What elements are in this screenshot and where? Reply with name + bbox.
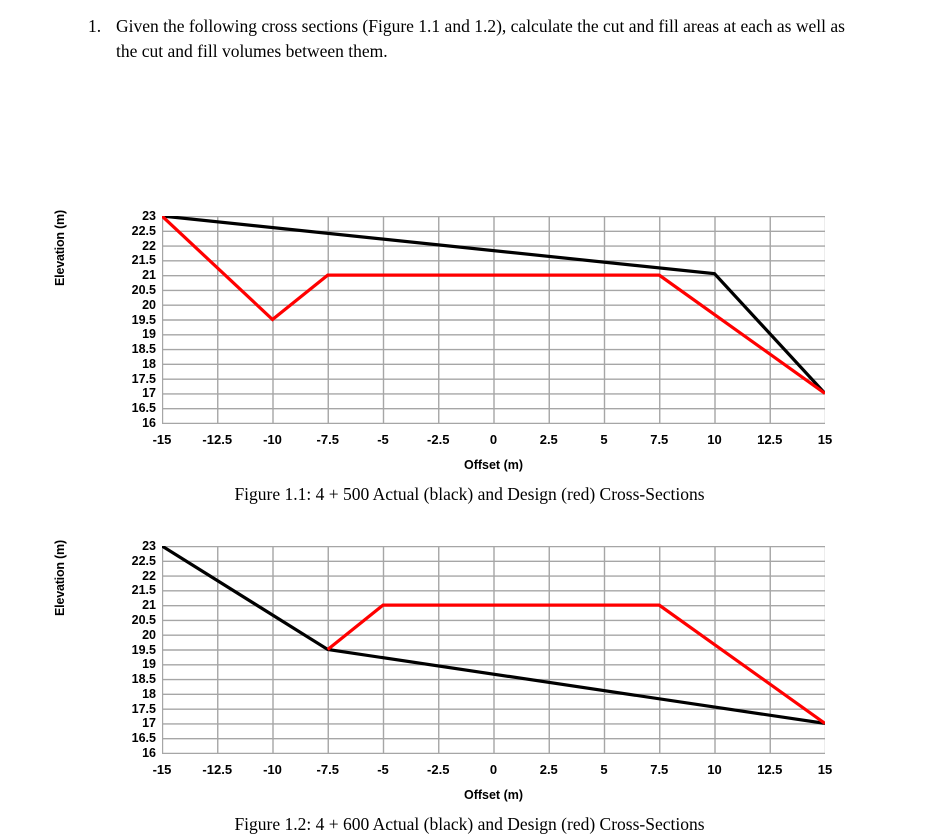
y-tick-label: 23	[142, 538, 156, 553]
y-tick-label: 20	[142, 627, 156, 642]
y-tick-label: 18.5	[131, 341, 156, 356]
x-tick-label: 2.5	[539, 432, 558, 447]
y-tick-label: 18	[142, 356, 156, 371]
plot-area-2	[162, 546, 825, 754]
y-tick-label: 20.5	[131, 612, 156, 627]
y-tick-label: 16.5	[131, 730, 156, 745]
y-tick-label: 19.5	[131, 642, 156, 657]
x-tick-labels-2: -15 -12.5 -10 -7.5 -5 -2.5 0 2.5 5 7.5 10 12.5 15	[153, 762, 833, 780]
y-tick-label: 16	[142, 745, 156, 760]
y-tick-labels-1: 16 16.5 17 17.5 18 18.5 19 19.5 20 20.5 21 21.5 22 22…	[104, 208, 156, 429]
y-tick-label: 21.5	[131, 583, 156, 598]
x-tick-label: -2.5	[427, 762, 450, 777]
x-tick-label: 0	[489, 762, 498, 777]
y-tick-label: 19	[142, 327, 156, 342]
chart-2: Elevation (m) 16 16.5 17 17.5 18 18.5 19 19.5 20…	[0, 426, 939, 802]
figure-2: Elevation (m) 16 16.5 17 17.5 18 18.5 19 19.5 20…	[0, 426, 939, 834]
series-line	[162, 216, 825, 395]
x-tick-label: -5	[377, 762, 389, 777]
x-tick-label: 12.5	[757, 762, 783, 777]
question-number: 1.	[88, 16, 102, 36]
y-tick-label: 23	[142, 208, 156, 223]
y-tick-label: 18.5	[131, 671, 156, 686]
x-axis-title-2: Offset (m)	[463, 788, 524, 802]
y-tick-label: 22	[142, 568, 156, 583]
x-tick-label: -7.5	[316, 762, 339, 777]
x-tick-label: -2.5	[427, 432, 450, 447]
x-axis-title-1: Offset (m)	[463, 458, 524, 472]
x-tick-label: 15	[817, 432, 833, 447]
question-prompt: 1. Given the following cross sections (F…	[88, 14, 848, 64]
x-tick-label: -12.5	[202, 762, 233, 777]
x-tick-label: -5	[377, 432, 389, 447]
chart-svg	[162, 546, 825, 754]
chart-svg	[162, 216, 825, 424]
y-tick-label: 20	[142, 297, 156, 312]
x-tick-label: 7.5	[650, 762, 669, 777]
x-tick-label: -15	[152, 762, 172, 777]
question-text: Given the following cross sections (Figu…	[116, 16, 845, 61]
y-tick-label: 22.5	[131, 223, 156, 238]
x-tick-label: -7.5	[316, 432, 339, 447]
x-tick-label: 10	[707, 762, 722, 777]
x-tick-label: 12.5	[757, 432, 783, 447]
series-line	[326, 603, 825, 725]
y-tick-label: 16	[142, 415, 156, 430]
x-tick-label: 0	[489, 432, 498, 447]
figure-caption-2: Figure 1.2: 4 + 600 Actual (black) and D…	[234, 814, 705, 834]
y-tick-label: 17	[142, 386, 156, 401]
x-tick-label: -10	[263, 762, 282, 777]
y-tick-label: 17	[142, 716, 156, 731]
plot-area-1	[162, 216, 825, 424]
x-tick-label: 5	[600, 432, 608, 447]
y-axis-title-2: Elevation (m)	[53, 540, 67, 616]
gridlines	[162, 216, 825, 424]
y-tick-labels-2: 16 16.5 17 17.5 18 18.5 19 19.5 20 20.5 21 21.5 22 22…	[104, 538, 156, 759]
series-line	[162, 216, 825, 395]
x-tick-label: -15	[152, 432, 172, 447]
x-tick-labels-1: -15 -12.5 -10 -7.5 -5 -2.5 0 2.5 5 7.5 10 12.5 15	[153, 432, 833, 450]
x-tick-label: 7.5	[650, 432, 669, 447]
x-tick-label: -12.5	[202, 432, 233, 447]
chart-1: Elevation (m) 16 16.5 17 17.5 18 18.5 19 19.5 20…	[0, 96, 939, 472]
x-tick-label: 10	[707, 432, 722, 447]
y-tick-label: 21	[142, 267, 156, 282]
y-tick-label: 17.5	[131, 371, 156, 386]
y-tick-label: 18	[142, 686, 156, 701]
x-tick-label: 2.5	[539, 762, 558, 777]
y-tick-label: 21	[142, 597, 156, 612]
y-tick-label: 16.5	[131, 400, 156, 415]
y-axis-title-1: Elevation (m)	[53, 210, 67, 286]
y-tick-label: 21.5	[131, 253, 156, 268]
x-tick-label: -10	[263, 432, 282, 447]
y-tick-label: 19.5	[131, 312, 156, 327]
y-tick-label: 20.5	[131, 282, 156, 297]
y-tick-label: 19	[142, 657, 156, 672]
figure-caption-1: Figure 1.1: 4 + 500 Actual (black) and D…	[234, 484, 705, 504]
y-tick-label: 22.5	[131, 553, 156, 568]
y-tick-label: 17.5	[131, 701, 156, 716]
x-tick-label: 5	[600, 762, 608, 777]
y-tick-label: 22	[142, 238, 156, 253]
x-tick-label: 15	[817, 762, 833, 777]
figure-1: Elevation (m) 16 16.5 17 17.5 18 18.5 19 19.5 20…	[0, 96, 939, 504]
gridlines	[162, 546, 825, 754]
